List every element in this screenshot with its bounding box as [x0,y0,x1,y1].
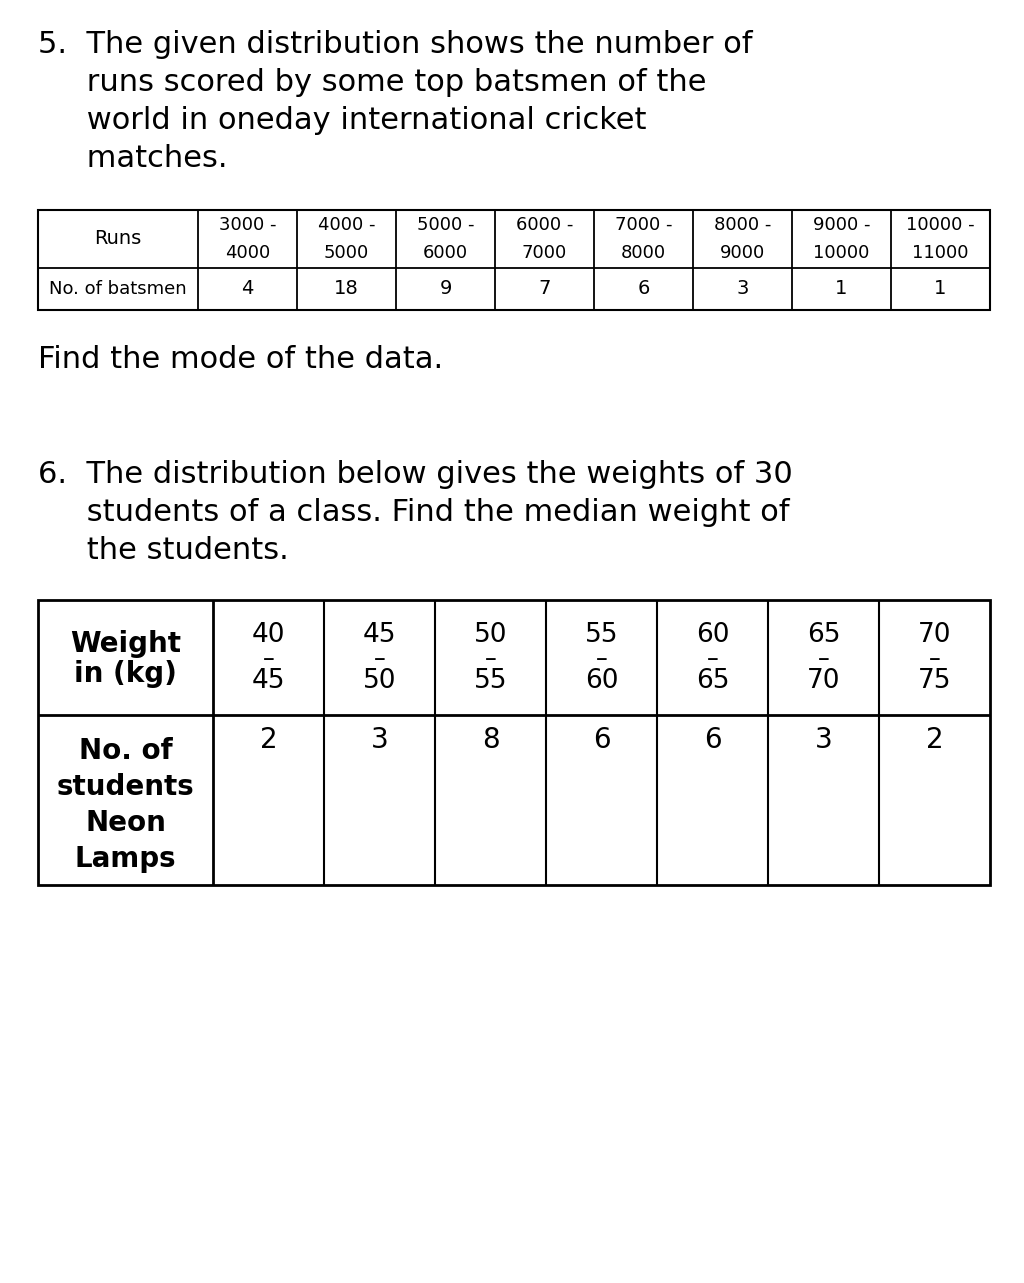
Text: 8000 -: 8000 - [714,216,771,234]
Text: –: – [817,648,829,671]
Text: 7000 -: 7000 - [614,216,672,234]
Text: 6000 -: 6000 - [516,216,573,234]
Text: 2: 2 [926,726,943,754]
Text: 45: 45 [362,622,396,648]
Text: 5.  The given distribution shows the number of: 5. The given distribution shows the numb… [38,30,753,59]
Text: 1: 1 [836,280,848,299]
Text: –: – [707,648,719,671]
Text: 6: 6 [593,726,610,754]
Text: 6: 6 [703,726,721,754]
Text: –: – [262,648,274,671]
Text: Runs: Runs [94,230,141,249]
Text: 10000 -: 10000 - [906,216,975,234]
Text: in (kg): in (kg) [74,659,177,688]
Text: –: – [929,648,940,671]
Text: –: – [374,648,385,671]
Text: 1: 1 [934,280,946,299]
Text: 18: 18 [334,280,358,299]
Text: 50: 50 [474,622,507,648]
Text: Find the mode of the data.: Find the mode of the data. [38,345,443,375]
Text: 45: 45 [252,668,286,694]
Text: 75: 75 [918,668,951,694]
Text: 3000 -: 3000 - [219,216,276,234]
Text: 8: 8 [481,726,500,754]
Text: 50: 50 [362,668,396,694]
Text: 11000: 11000 [912,244,969,262]
Text: 10000: 10000 [813,244,869,262]
Bar [38,210,990,310]
Text: 6.  The distribution below gives the weights of 30: 6. The distribution below gives the weig… [38,461,793,489]
Bar [38,600,990,885]
Text: 70: 70 [807,668,841,694]
Text: 40: 40 [252,622,286,648]
Text: No. of batsmen: No. of batsmen [49,280,186,298]
Text: 4000: 4000 [225,244,270,262]
Text: matches.: matches. [38,144,227,173]
Text: 3: 3 [815,726,833,754]
Text: 4: 4 [242,280,254,299]
Text: Weight: Weight [70,630,181,657]
Text: 65: 65 [695,668,729,694]
Text: 7: 7 [539,280,551,299]
Text: 55: 55 [585,622,618,648]
Text: 8000: 8000 [621,244,666,262]
Text: 60: 60 [695,622,729,648]
Text: 55: 55 [474,668,507,694]
Text: the students.: the students. [38,536,289,565]
Text: world in oneday international cricket: world in oneday international cricket [38,106,646,135]
Text: –: – [596,648,607,671]
Text: No. of: No. of [79,736,172,765]
Text: 7000: 7000 [522,244,567,262]
Text: 9000 -: 9000 - [813,216,870,234]
Text: 60: 60 [585,668,618,694]
Text: students: students [56,772,195,801]
Text: 9000: 9000 [720,244,765,262]
Text: 3: 3 [736,280,749,299]
Text: 3: 3 [371,726,388,754]
Text: 65: 65 [807,622,841,648]
Text: 4000 -: 4000 - [317,216,375,234]
Text: 9: 9 [439,280,452,299]
Text: 2: 2 [260,726,278,754]
Text: Lamps: Lamps [75,845,176,872]
Text: 6000: 6000 [423,244,468,262]
Text: 5000: 5000 [324,244,369,262]
Text: Neon: Neon [85,810,166,837]
Text: 70: 70 [918,622,951,648]
Text: students of a class. Find the median weight of: students of a class. Find the median wei… [38,498,790,527]
Text: runs scored by some top batsmen of the: runs scored by some top batsmen of the [38,68,707,98]
Text: 6: 6 [637,280,649,299]
Text: 5000 -: 5000 - [417,216,474,234]
Text: –: – [484,648,497,671]
